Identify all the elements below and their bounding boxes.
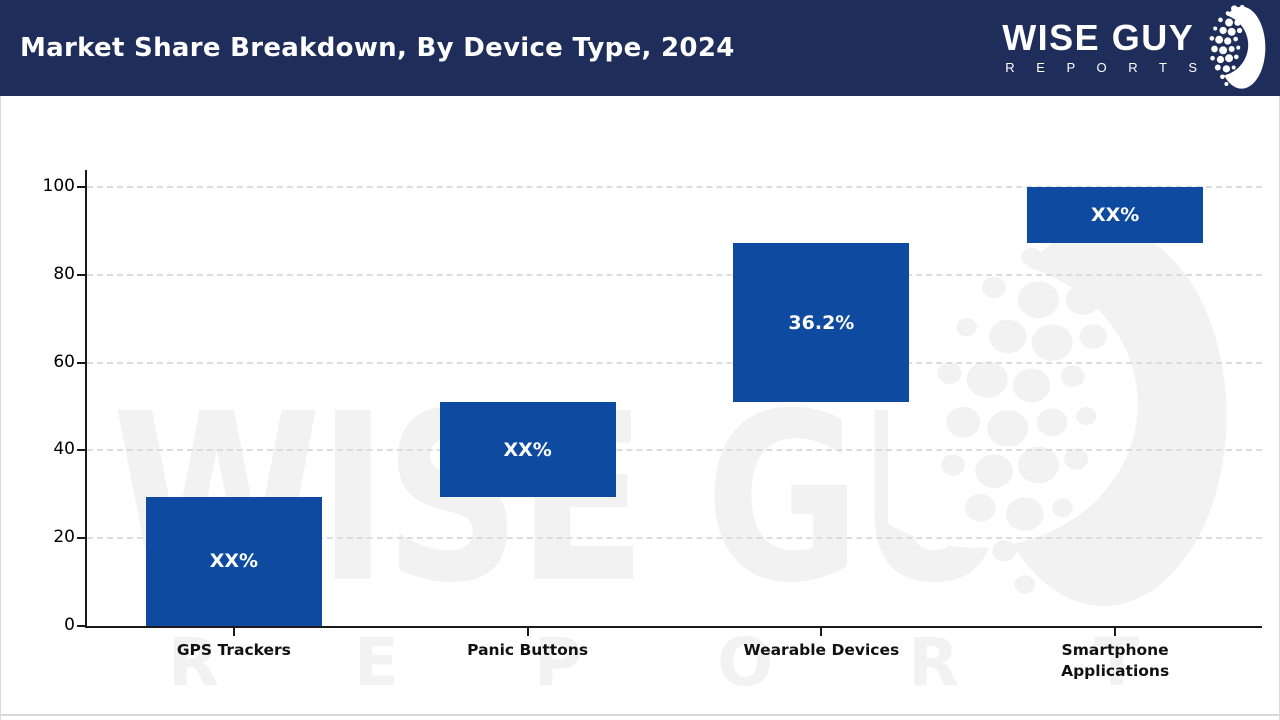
logo-wordmark: WISE GUY <box>1002 16 1195 58</box>
left-border <box>0 96 1 720</box>
watermark-subtitle: R E P O R T S <box>168 624 1280 701</box>
category-label: Wearable Devices <box>743 641 900 659</box>
category-label: GPS Trackers <box>176 641 291 659</box>
wiseguy-logo: WISE GUY R E P O R T S <box>1002 4 1266 90</box>
bar-value-label: XX% <box>503 438 552 461</box>
bar-segment: XX% <box>439 402 616 497</box>
y-tick-label: 100 <box>42 176 75 196</box>
y-tick-label: 0 <box>64 615 75 635</box>
y-tick <box>77 273 85 276</box>
x-tick <box>1114 628 1117 636</box>
bar-value-label: XX% <box>1090 204 1140 227</box>
category-label: Panic Buttons <box>467 641 589 659</box>
category-label: Smartphone Applications <box>1061 641 1170 680</box>
x-tick <box>526 628 529 636</box>
logo-subtitle: R E P O R T S <box>1005 59 1206 75</box>
x-tick <box>232 628 235 636</box>
header-banner: Market Share Breakdown, By Device Type, … <box>0 0 1280 96</box>
watermark-head-icon <box>888 218 1227 606</box>
y-tick-label: 20 <box>53 527 75 548</box>
y-tick-label: 60 <box>53 351 75 372</box>
bar-value-label: 36.2% <box>788 311 855 334</box>
y-tick-label: 40 <box>53 439 75 460</box>
gridline <box>87 449 1262 452</box>
gridline <box>87 537 1262 540</box>
bar-segment: XX% <box>1027 187 1204 244</box>
x-axis-spine <box>85 626 1262 628</box>
y-tick <box>77 186 85 188</box>
wiseguy-head-logo-icon <box>1200 4 1266 89</box>
bar-segment: XX% <box>145 496 322 626</box>
gridline <box>87 361 1262 364</box>
bar-segment: 36.2% <box>733 243 910 403</box>
bottom-divider <box>0 714 1280 716</box>
y-tick <box>77 625 85 627</box>
wiseguy-logo-text: WISE GUY R E P O R T S <box>1002 16 1206 75</box>
y-tick-label: 80 <box>53 263 75 284</box>
page-title: Market Share Breakdown, By Device Type, … <box>20 33 735 63</box>
gridline <box>87 273 1262 276</box>
y-tick <box>77 537 85 540</box>
y-tick <box>77 449 85 452</box>
y-tick <box>77 361 85 364</box>
bar-value-label: XX% <box>209 550 259 573</box>
gridline <box>87 186 1262 188</box>
y-axis-spine <box>85 170 87 628</box>
x-tick <box>820 628 823 636</box>
